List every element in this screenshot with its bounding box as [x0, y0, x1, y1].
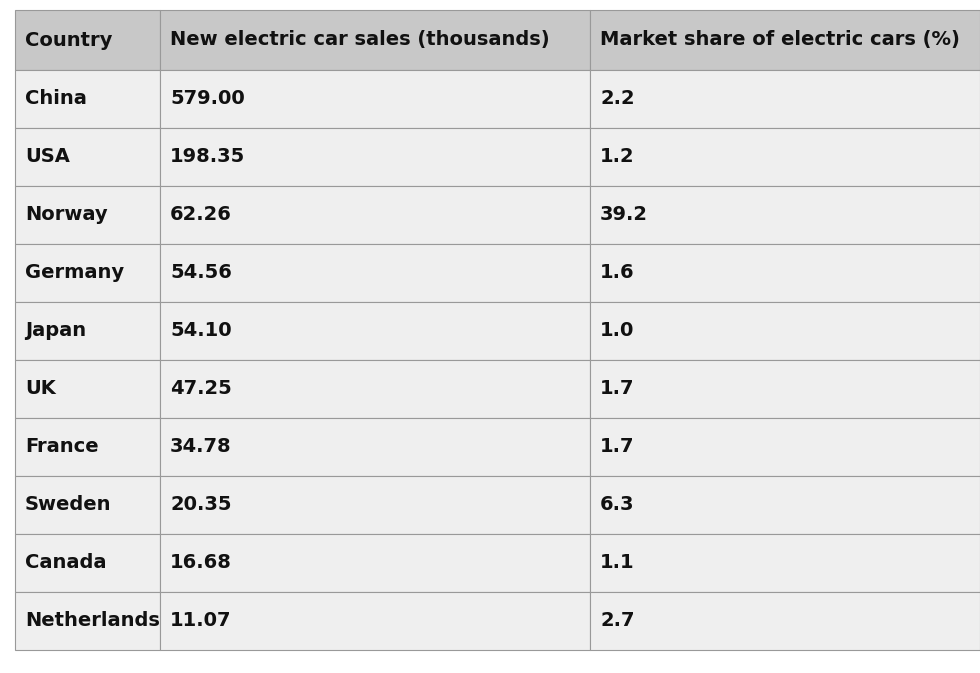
Text: 34.78: 34.78 [170, 437, 231, 456]
Text: USA: USA [25, 147, 70, 166]
Bar [590, 186, 980, 244]
Bar [590, 418, 980, 476]
Bar [590, 244, 980, 302]
Bar [15, 244, 160, 302]
Bar [160, 244, 590, 302]
Bar [15, 10, 160, 70]
Text: 1.0: 1.0 [600, 322, 634, 341]
Text: 39.2: 39.2 [600, 205, 648, 225]
Text: 16.68: 16.68 [170, 553, 232, 573]
Bar [160, 70, 590, 128]
Bar [590, 128, 980, 186]
Text: Netherlands: Netherlands [25, 612, 160, 631]
Bar [590, 592, 980, 650]
Text: 1.2: 1.2 [600, 147, 635, 166]
Bar [15, 592, 160, 650]
Bar [15, 302, 160, 360]
Text: 20.35: 20.35 [170, 495, 231, 514]
Text: 6.3: 6.3 [600, 495, 634, 514]
Text: UK: UK [25, 380, 56, 398]
Bar [590, 534, 980, 592]
Bar [590, 70, 980, 128]
Text: 2.2: 2.2 [600, 90, 635, 108]
Text: 1.7: 1.7 [600, 380, 634, 398]
Bar [590, 302, 980, 360]
Text: Canada: Canada [25, 553, 107, 573]
Text: New electric car sales (thousands): New electric car sales (thousands) [170, 30, 550, 50]
Bar [160, 186, 590, 244]
Text: 198.35: 198.35 [170, 147, 245, 166]
Bar [160, 476, 590, 534]
Bar [160, 360, 590, 418]
Text: 579.00: 579.00 [170, 90, 245, 108]
Text: 1.6: 1.6 [600, 264, 635, 283]
Text: Japan: Japan [25, 322, 86, 341]
Bar [15, 70, 160, 128]
Text: 1.1: 1.1 [600, 553, 635, 573]
Bar [590, 10, 980, 70]
Text: Sweden: Sweden [25, 495, 112, 514]
Bar [160, 534, 590, 592]
Bar [15, 128, 160, 186]
Bar [15, 476, 160, 534]
Bar [160, 418, 590, 476]
Bar [160, 128, 590, 186]
Text: 2.7: 2.7 [600, 612, 634, 631]
Bar [15, 186, 160, 244]
Bar [160, 592, 590, 650]
Bar [15, 418, 160, 476]
Text: Country: Country [25, 30, 113, 50]
Text: 62.26: 62.26 [170, 205, 232, 225]
Bar [160, 302, 590, 360]
Bar [15, 360, 160, 418]
Text: 54.10: 54.10 [170, 322, 231, 341]
Bar [160, 10, 590, 70]
Text: 54.56: 54.56 [170, 264, 232, 283]
Bar [590, 476, 980, 534]
Text: France: France [25, 437, 99, 456]
Text: 11.07: 11.07 [170, 612, 231, 631]
Text: 1.7: 1.7 [600, 437, 634, 456]
Text: 47.25: 47.25 [170, 380, 231, 398]
Text: Germany: Germany [25, 264, 124, 283]
Text: China: China [25, 90, 87, 108]
Bar [15, 534, 160, 592]
Bar [590, 360, 980, 418]
Text: Norway: Norway [25, 205, 108, 225]
Text: Market share of electric cars (%): Market share of electric cars (%) [600, 30, 959, 50]
